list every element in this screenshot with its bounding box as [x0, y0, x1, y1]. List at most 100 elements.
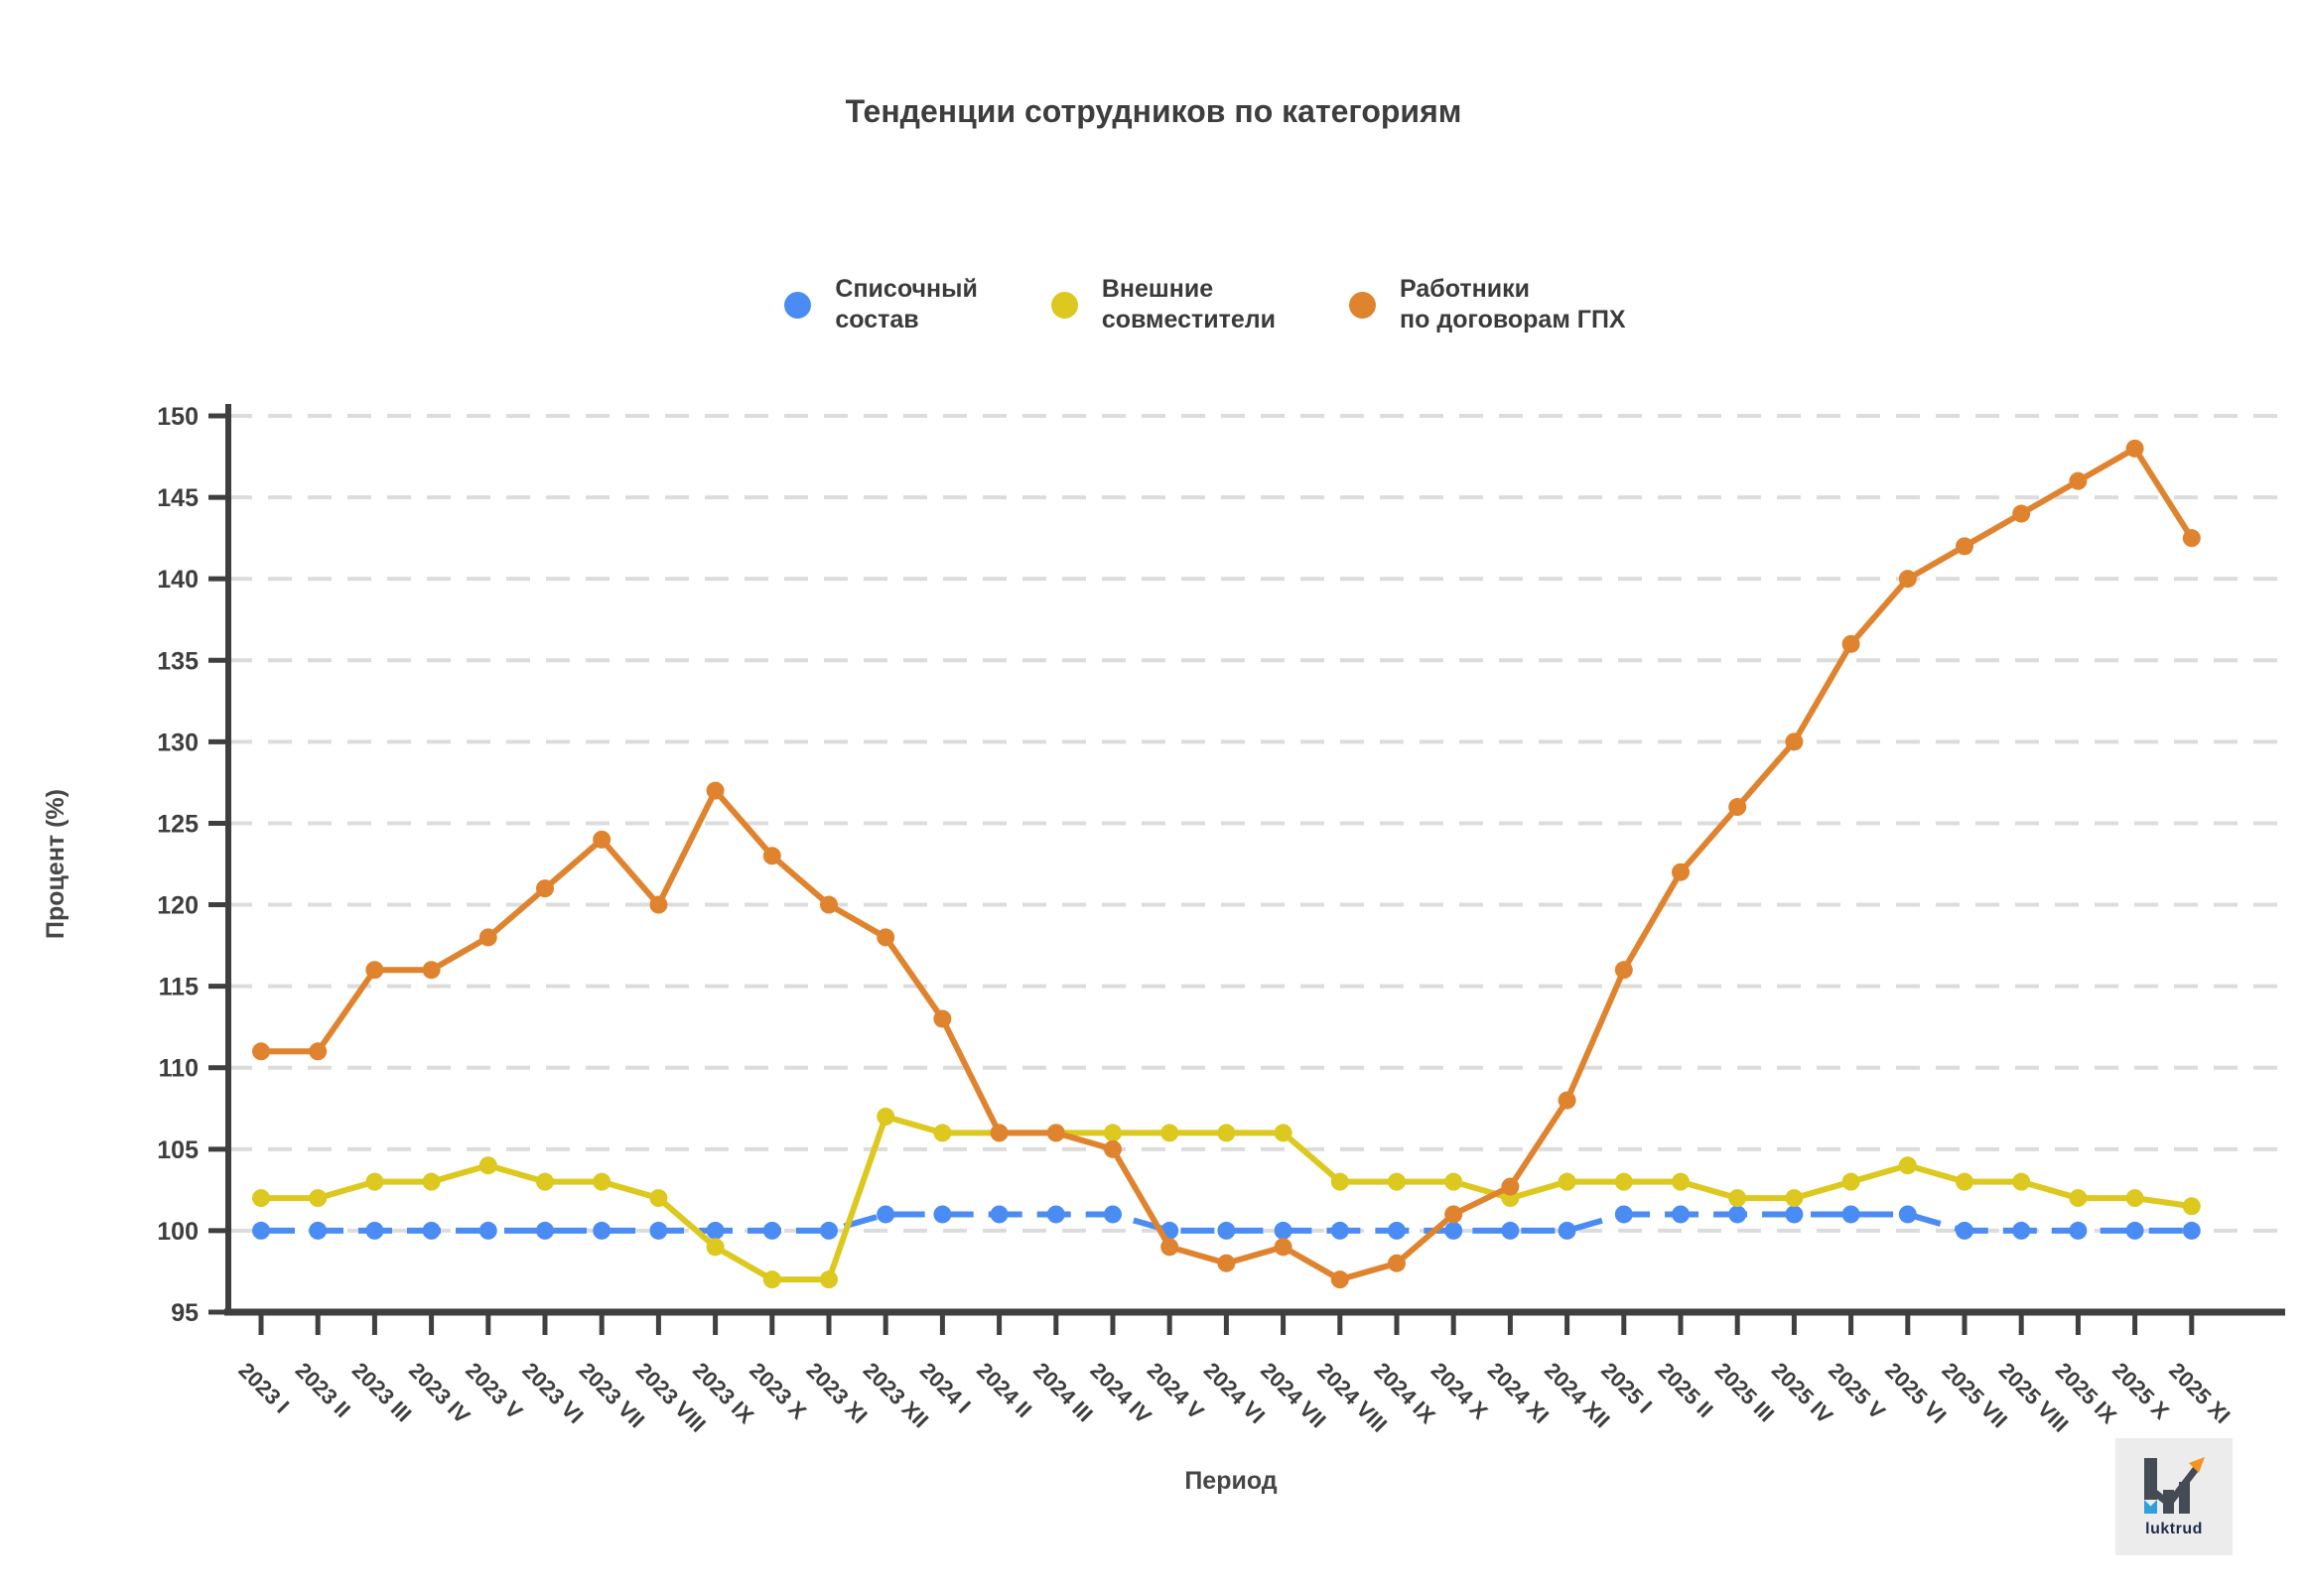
data-point	[1956, 1221, 1973, 1240]
data-point	[365, 961, 384, 980]
data-point	[252, 1189, 270, 1208]
y-tick-label: 95	[171, 1299, 199, 1327]
data-point	[1104, 1139, 1122, 1158]
data-point	[365, 1221, 384, 1240]
data-point	[252, 1221, 270, 1240]
x-tick-label: 2023 VI	[517, 1358, 588, 1428]
data-point	[1614, 1172, 1633, 1191]
y-tick-label: 150	[157, 403, 199, 431]
data-point	[762, 847, 781, 865]
x-tick-label: 2024 III	[1028, 1358, 1098, 1427]
y-axis-title: Процент (%)	[42, 789, 69, 939]
data-point	[1501, 1177, 1520, 1196]
x-tick-label: 2025 XI	[2164, 1358, 2235, 1428]
data-point	[536, 1221, 554, 1240]
x-tick-label: 2024 II	[972, 1358, 1036, 1422]
data-point	[820, 1270, 838, 1289]
data-point	[1672, 1172, 1690, 1191]
luktrud-logo-icon	[2143, 1456, 2205, 1514]
data-point	[820, 895, 838, 914]
data-point	[706, 1238, 725, 1257]
data-point	[933, 1009, 952, 1028]
data-point	[1330, 1221, 1349, 1240]
data-point	[422, 961, 441, 980]
data-point	[593, 1172, 611, 1191]
data-point	[649, 895, 668, 914]
data-point	[536, 1172, 554, 1191]
data-point	[1217, 1254, 1236, 1272]
data-point	[990, 1205, 1009, 1224]
x-tick-label: 2023 I	[233, 1358, 294, 1418]
legend-label: Внешние совместители	[1101, 275, 1277, 333]
data-point	[478, 928, 497, 947]
x-tick-label: 2023 XI	[801, 1358, 872, 1428]
data-point	[1046, 1205, 1065, 1224]
data-point	[2125, 1189, 2144, 1208]
data-point	[593, 830, 611, 849]
data-point	[1274, 1124, 1292, 1142]
data-point	[1614, 1205, 1633, 1224]
data-point	[1956, 1172, 1973, 1191]
data-point	[1728, 1189, 1747, 1208]
data-point	[1785, 732, 1804, 751]
data-point	[1444, 1172, 1463, 1191]
data-point	[1956, 537, 1973, 556]
legend-item-gph: Работники по договорам ГПХ	[1349, 274, 1626, 335]
data-point	[1898, 570, 1917, 589]
data-point	[1444, 1205, 1463, 1224]
data-point	[2012, 1172, 2031, 1191]
legend-label: Работники по договорам ГПХ	[1400, 275, 1626, 333]
data-point	[309, 1042, 328, 1061]
data-point	[2125, 1221, 2144, 1240]
data-point	[1274, 1238, 1292, 1257]
y-tick-label: 135	[157, 647, 199, 675]
y-tick-label: 110	[159, 1055, 199, 1083]
data-point	[593, 1221, 611, 1240]
data-point	[422, 1172, 441, 1191]
legend-item-spisochny: Списочный состав	[784, 274, 978, 335]
data-point	[877, 1205, 895, 1224]
y-tick-label: 115	[159, 974, 199, 1001]
y-tick-label: 140	[157, 566, 199, 594]
data-point	[1160, 1124, 1179, 1142]
data-point	[762, 1221, 781, 1240]
legend-dot-icon	[1050, 291, 1078, 319]
data-point	[2069, 1189, 2088, 1208]
data-point	[1785, 1205, 1804, 1224]
data-point	[1046, 1124, 1065, 1142]
y-tick-label: 105	[157, 1136, 199, 1164]
x-tick-label: 2025 IV	[1767, 1358, 1838, 1429]
data-point	[820, 1221, 838, 1240]
x-tick-label: 2023 IV	[404, 1358, 475, 1429]
data-point	[536, 879, 554, 898]
luktrud-logo: luktrud	[2115, 1438, 2233, 1555]
data-point	[762, 1270, 781, 1289]
data-point	[706, 1221, 725, 1240]
data-point	[1785, 1189, 1804, 1208]
data-point	[1444, 1221, 1463, 1240]
data-point	[1672, 1205, 1690, 1224]
y-tick-label: 125	[157, 810, 199, 838]
data-point	[1388, 1254, 1406, 1272]
data-point	[1728, 1205, 1747, 1224]
data-point	[1330, 1270, 1349, 1289]
x-tick-label: 2023 III	[347, 1358, 417, 1427]
data-point	[1217, 1124, 1236, 1142]
data-point	[649, 1221, 668, 1240]
data-point	[706, 781, 725, 800]
x-axis-title: Период	[1184, 1467, 1277, 1495]
y-tick-label: 145	[157, 484, 199, 512]
data-point	[1274, 1221, 1292, 1240]
data-point	[1558, 1091, 1576, 1110]
data-point	[309, 1221, 328, 1240]
series-line-0	[261, 1211, 2192, 1234]
legend-label: Списочный состав	[835, 275, 978, 333]
data-point	[1558, 1172, 1576, 1191]
x-tick-label: 2024 IV	[1085, 1358, 1156, 1429]
data-point	[1330, 1172, 1349, 1191]
data-point	[1104, 1205, 1122, 1224]
data-point	[933, 1124, 952, 1142]
data-point	[2012, 504, 2031, 523]
legend-dot-icon	[1349, 291, 1377, 319]
